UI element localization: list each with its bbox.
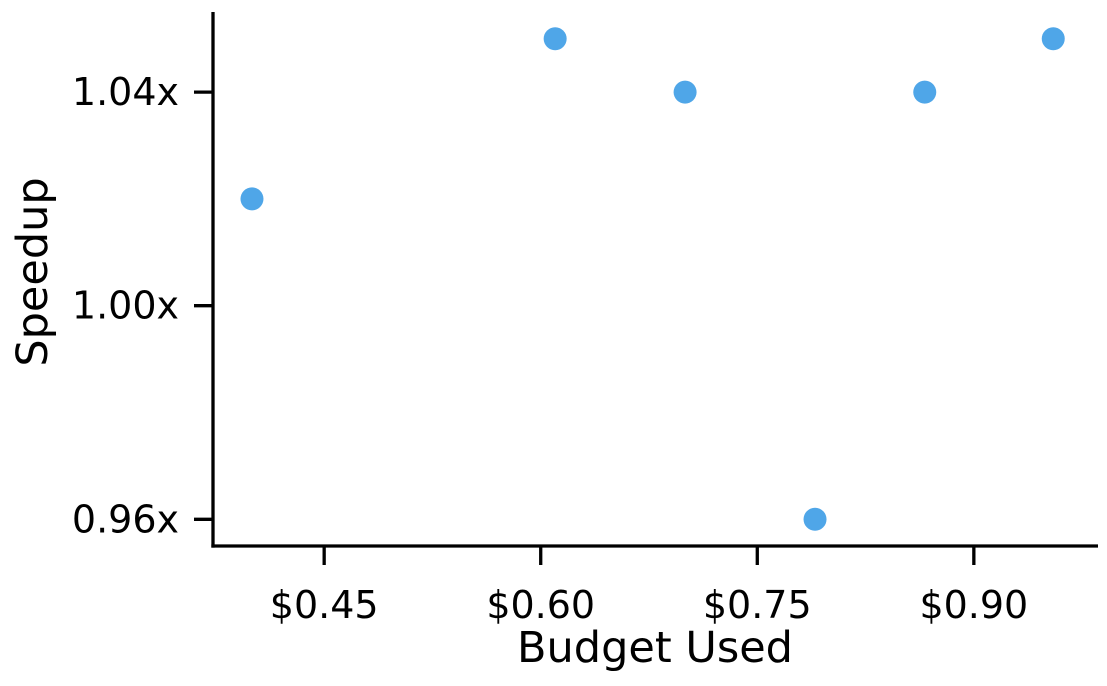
data-point [673,80,697,104]
data-point [803,507,827,531]
y-tick-label: 1.04x [72,70,179,114]
y-axis-label: Speedup [8,177,58,366]
x-tick-label: $0.45 [270,583,379,627]
x-axis-label: Budget Used [517,623,793,673]
x-tick-label: $0.60 [486,583,595,627]
y-tick-label: 1.00x [72,284,179,328]
x-tick-label: $0.75 [703,583,812,627]
plot-area: 1.04x 1.00x 0.96x $0.45 $0.60 $0.75 $0.90 [72,12,1098,627]
y-tick-label: 0.96x [72,497,179,541]
data-point [1041,27,1065,51]
data-point [240,187,264,211]
x-tick-label: $0.90 [919,583,1028,627]
data-point [913,80,937,104]
data-point [543,27,567,51]
